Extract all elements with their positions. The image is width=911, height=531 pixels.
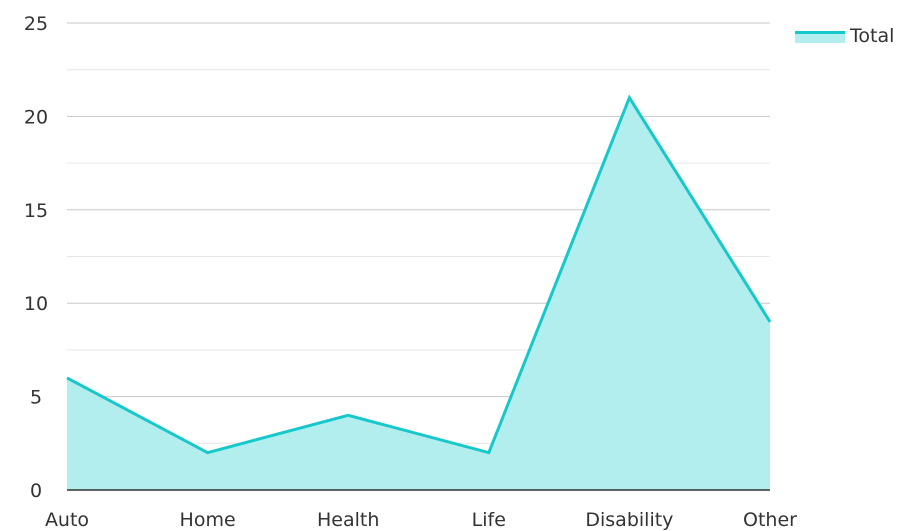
x-axis-ticks: Auto Home Health Life Disability Other: [45, 509, 797, 531]
x-tick-label: Other: [743, 509, 797, 531]
series-total-line: [66, 94, 772, 455]
legend[interactable]: Total: [795, 23, 894, 49]
x-tick-label: Health: [317, 509, 379, 531]
legend-swatch-total: [795, 29, 845, 43]
x-tick-label: Auto: [45, 509, 89, 531]
y-axis-ticks: 0 5 10 15 20 25: [24, 13, 48, 502]
y-tick-label: 25: [24, 13, 48, 35]
legend-label-total: Total: [850, 25, 895, 47]
y-tick-label: 10: [24, 293, 48, 315]
y-tick-label: 0: [30, 480, 42, 502]
gridlines: [67, 22, 770, 444]
x-tick-label: Disability: [585, 509, 673, 531]
y-tick-label: 20: [24, 106, 48, 128]
y-tick-label: 15: [24, 200, 48, 222]
y-tick-label: 5: [30, 387, 42, 409]
x-tick-label: Life: [472, 509, 506, 531]
x-tick-label: Home: [180, 509, 236, 531]
series-total-area: [67, 97, 770, 490]
